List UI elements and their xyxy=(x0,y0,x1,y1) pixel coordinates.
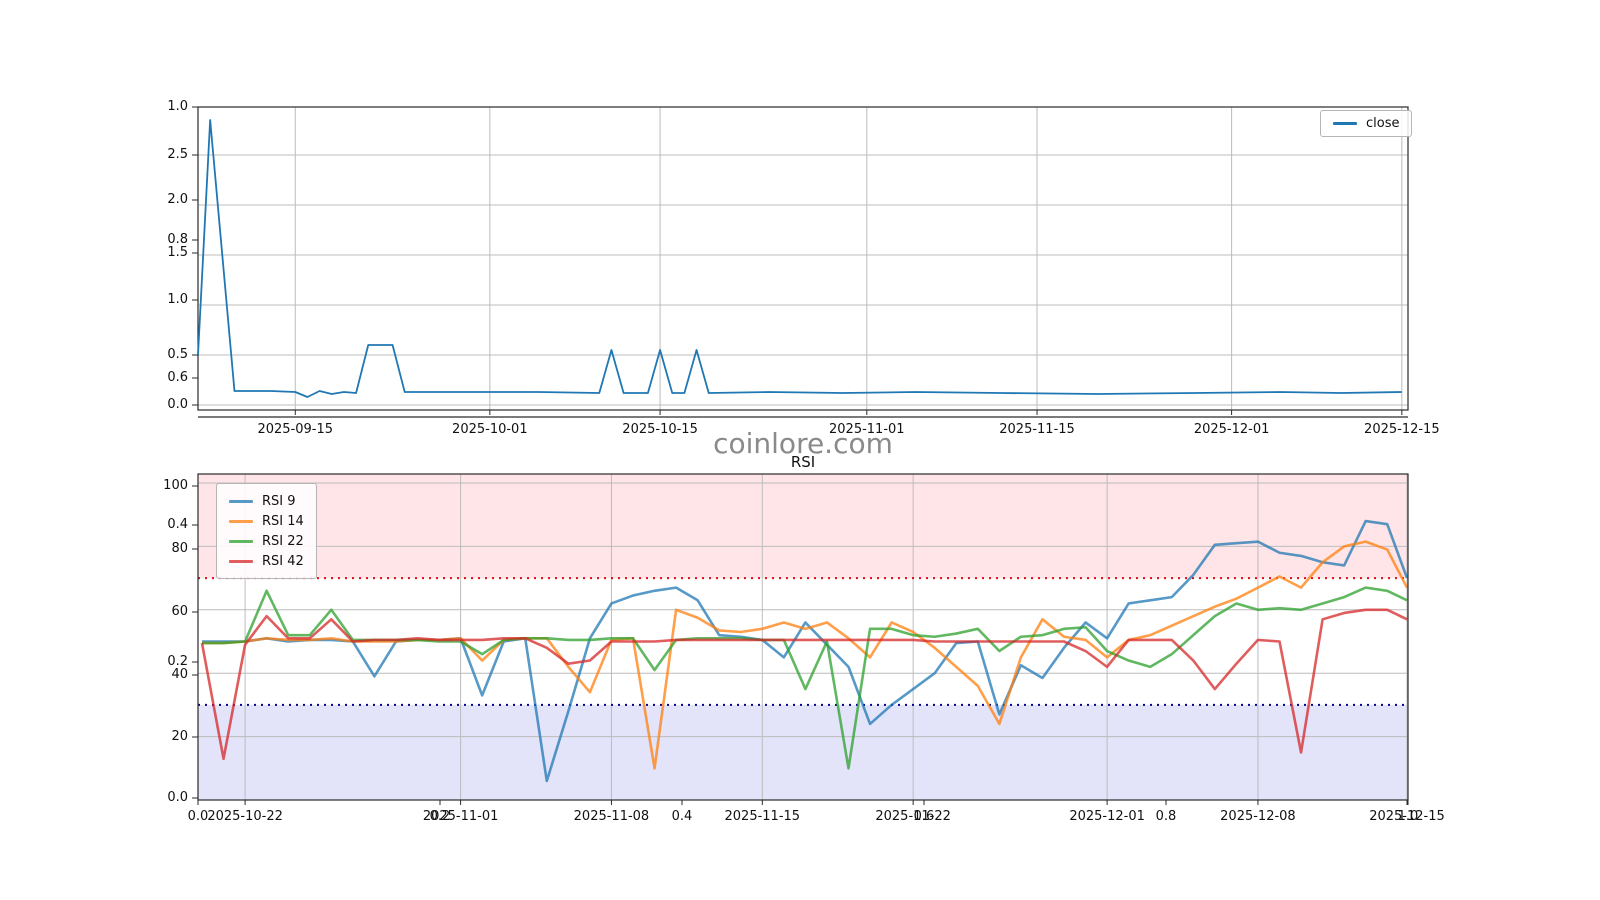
rsi-x-numeric-tick-label: 0.4 xyxy=(671,809,693,824)
rsi-y-tick-label: 0.4 xyxy=(167,517,188,532)
legend-label-rsi42: RSI 42 xyxy=(262,553,304,569)
price-y-tick-label: 1.0 xyxy=(167,292,188,307)
rsi-x-tick-label: 2025-12-01 xyxy=(1069,809,1145,824)
price-y-tick-label: 2.0 xyxy=(167,192,188,207)
price-y-tick-label: 0.5 xyxy=(167,347,188,362)
legend-swatch-rsi14 xyxy=(229,519,253,523)
price-x-tick-label: 2025-10-01 xyxy=(452,422,528,437)
legend-row-rsi22: RSI 22 xyxy=(229,531,304,551)
watermark: coinlore.com xyxy=(713,427,893,460)
price-y-tick-label: 0.0 xyxy=(167,397,188,412)
rsi-y-tick-label: 20 xyxy=(171,729,188,744)
legend-label-close: close xyxy=(1366,116,1400,131)
rsi-x-numeric-tick-label: 1.0 xyxy=(1397,809,1419,824)
price-y-tick-label: 1.5 xyxy=(167,245,188,260)
rsi-y-tick-label: 40 xyxy=(171,667,188,682)
price-x-tick-label: 2025-11-01 xyxy=(829,422,905,437)
rsi-x-tick-label: 2025-12-15 xyxy=(1369,809,1445,824)
price-y-tick-label: 1.0 xyxy=(167,99,188,114)
rsi-x-tick-label: 2025-12-08 xyxy=(1220,809,1296,824)
legend-label-rsi14: RSI 14 xyxy=(262,513,304,529)
overbought-band xyxy=(198,474,1408,579)
rsi-x-tick-label: 2025-11-01 xyxy=(422,809,499,824)
legend-rsi: RSI 9 RSI 14 RSI 22 RSI 42 xyxy=(216,483,317,579)
rsi-y-tick-label: 0.0 xyxy=(167,790,188,805)
close-line xyxy=(197,119,1402,398)
rsi-chart-title: RSI xyxy=(790,453,816,471)
price-plot-border xyxy=(197,106,1409,411)
rsi-x-tick-label: 2025-10-22 xyxy=(207,809,283,824)
legend-swatch-rsi42 xyxy=(229,559,253,563)
rsi-line-rsi42 xyxy=(200,608,1408,761)
legend-row-rsi9: RSI 9 xyxy=(229,491,304,511)
price-y-tick-label: 0.8 xyxy=(167,232,188,247)
legend-row-rsi14: RSI 14 xyxy=(229,511,304,531)
rsi-plot-border xyxy=(197,473,1409,801)
legend-label-rsi9: RSI 9 xyxy=(262,493,296,509)
price-x-tick-label: 2025-12-01 xyxy=(1193,422,1270,437)
legend-swatch-rsi9 xyxy=(229,499,253,503)
price-y-tick-label: 2.5 xyxy=(167,147,188,162)
oversold-band xyxy=(198,704,1408,800)
rsi-x-numeric-tick-label: 0.2 xyxy=(429,809,451,824)
rsi-x-numeric-tick-label: 0.6 xyxy=(913,809,935,824)
rsi-x-tick-label: 2025-11-08 xyxy=(573,809,650,824)
price-y-tick-label: 0.6 xyxy=(167,370,188,385)
rsi-y-tick-label: 0.2 xyxy=(167,654,188,669)
legend-swatch-rsi22 xyxy=(229,539,253,543)
rsi-y-tick-label: 60 xyxy=(171,604,188,619)
price-x-tick-label: 2025-09-15 xyxy=(257,422,334,437)
legend-label-rsi22: RSI 22 xyxy=(262,533,304,549)
rsi-x-tick-label: 2025-11-15 xyxy=(724,809,801,824)
legend-swatch-close xyxy=(1333,122,1357,125)
rsi-y-tick-label: 100 xyxy=(163,478,188,493)
legend-row-rsi42: RSI 42 xyxy=(229,551,304,571)
rsi-y-tick-label: 80 xyxy=(171,541,188,556)
price-x-tick-label: 2025-10-15 xyxy=(622,422,698,437)
rsi-x-numeric-tick-label: 0.0 xyxy=(187,809,209,824)
rsi-x-tick-label: 2025-11-22 xyxy=(875,809,951,824)
price-x-tick-label: 2025-11-15 xyxy=(999,422,1075,437)
price-x-tick-label: 2025-12-15 xyxy=(1364,422,1440,437)
rsi-x-numeric-tick-label: 0.8 xyxy=(1155,809,1177,824)
legend-close: close xyxy=(1320,110,1413,137)
